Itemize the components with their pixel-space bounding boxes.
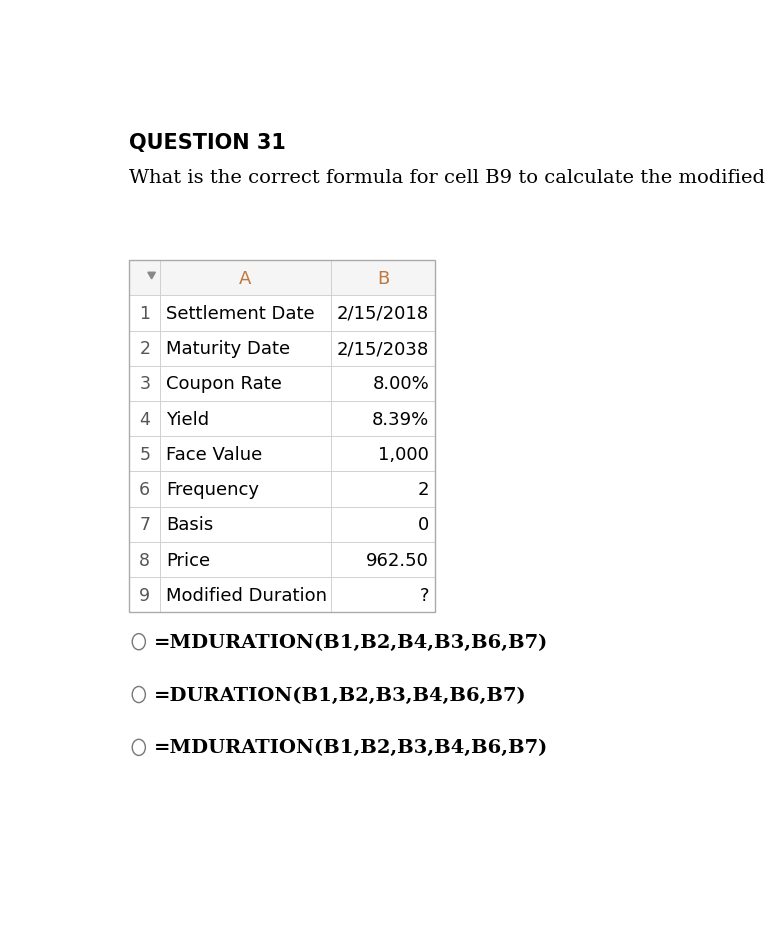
Text: 6: 6 bbox=[140, 481, 150, 499]
Bar bbox=[160, 472, 331, 507]
Text: ?: ? bbox=[419, 586, 429, 605]
Bar bbox=[331, 543, 435, 578]
Text: Yield: Yield bbox=[167, 410, 210, 428]
Bar bbox=[130, 543, 160, 578]
Bar bbox=[130, 261, 435, 613]
Bar bbox=[160, 331, 331, 367]
Bar bbox=[331, 472, 435, 507]
Bar bbox=[130, 507, 160, 543]
Bar bbox=[160, 437, 331, 472]
Text: What is the correct formula for cell B9 to calculate the modified duration?: What is the correct formula for cell B9 … bbox=[130, 169, 771, 188]
Text: 7: 7 bbox=[140, 516, 150, 534]
Bar bbox=[160, 261, 331, 296]
Bar bbox=[331, 402, 435, 437]
Bar bbox=[160, 402, 331, 437]
Text: 4: 4 bbox=[140, 410, 150, 428]
Bar bbox=[331, 507, 435, 543]
Bar bbox=[160, 296, 331, 331]
Text: A: A bbox=[239, 269, 251, 288]
Polygon shape bbox=[148, 273, 156, 280]
Bar bbox=[130, 367, 160, 402]
Text: 2: 2 bbox=[418, 481, 429, 499]
Bar bbox=[331, 578, 435, 613]
Text: 8: 8 bbox=[140, 551, 150, 569]
Text: =MDURATION(B1,B2,B4,B3,B6,B7): =MDURATION(B1,B2,B4,B3,B6,B7) bbox=[154, 633, 549, 651]
Text: 2/15/2038: 2/15/2038 bbox=[337, 340, 429, 358]
Bar bbox=[331, 437, 435, 472]
Bar bbox=[160, 543, 331, 578]
Text: 2/15/2018: 2/15/2018 bbox=[337, 305, 429, 323]
Text: 5: 5 bbox=[140, 446, 150, 464]
Text: 8.00%: 8.00% bbox=[372, 375, 429, 393]
Bar bbox=[130, 261, 160, 296]
Text: 2: 2 bbox=[140, 340, 150, 358]
Text: 0: 0 bbox=[418, 516, 429, 534]
Bar bbox=[331, 331, 435, 367]
Bar bbox=[331, 296, 435, 331]
Bar bbox=[130, 331, 160, 367]
Text: =MDURATION(B1,B2,B3,B4,B6,B7): =MDURATION(B1,B2,B3,B4,B6,B7) bbox=[154, 739, 549, 757]
Bar bbox=[331, 261, 435, 296]
Text: 8.39%: 8.39% bbox=[372, 410, 429, 428]
Text: Face Value: Face Value bbox=[167, 446, 263, 464]
Text: 962.50: 962.50 bbox=[366, 551, 429, 569]
Text: Frequency: Frequency bbox=[167, 481, 259, 499]
Text: QUESTION 31: QUESTION 31 bbox=[130, 132, 286, 152]
Bar bbox=[130, 296, 160, 331]
Text: Maturity Date: Maturity Date bbox=[167, 340, 291, 358]
Bar bbox=[130, 472, 160, 507]
Bar bbox=[130, 437, 160, 472]
Bar bbox=[160, 367, 331, 402]
Text: 1: 1 bbox=[140, 305, 150, 323]
Text: 3: 3 bbox=[140, 375, 150, 393]
Bar bbox=[160, 507, 331, 543]
Text: Price: Price bbox=[167, 551, 210, 569]
Text: Modified Duration: Modified Duration bbox=[167, 586, 327, 605]
Text: Coupon Rate: Coupon Rate bbox=[167, 375, 282, 393]
Bar bbox=[130, 402, 160, 437]
Text: =DURATION(B1,B2,B3,B4,B6,B7): =DURATION(B1,B2,B3,B4,B6,B7) bbox=[154, 685, 527, 704]
Text: 1,000: 1,000 bbox=[379, 446, 429, 464]
Bar bbox=[331, 367, 435, 402]
Text: B: B bbox=[377, 269, 389, 288]
Text: Settlement Date: Settlement Date bbox=[167, 305, 315, 323]
Bar bbox=[130, 578, 160, 613]
Bar bbox=[160, 578, 331, 613]
Text: Basis: Basis bbox=[167, 516, 214, 534]
Text: 9: 9 bbox=[140, 586, 150, 605]
